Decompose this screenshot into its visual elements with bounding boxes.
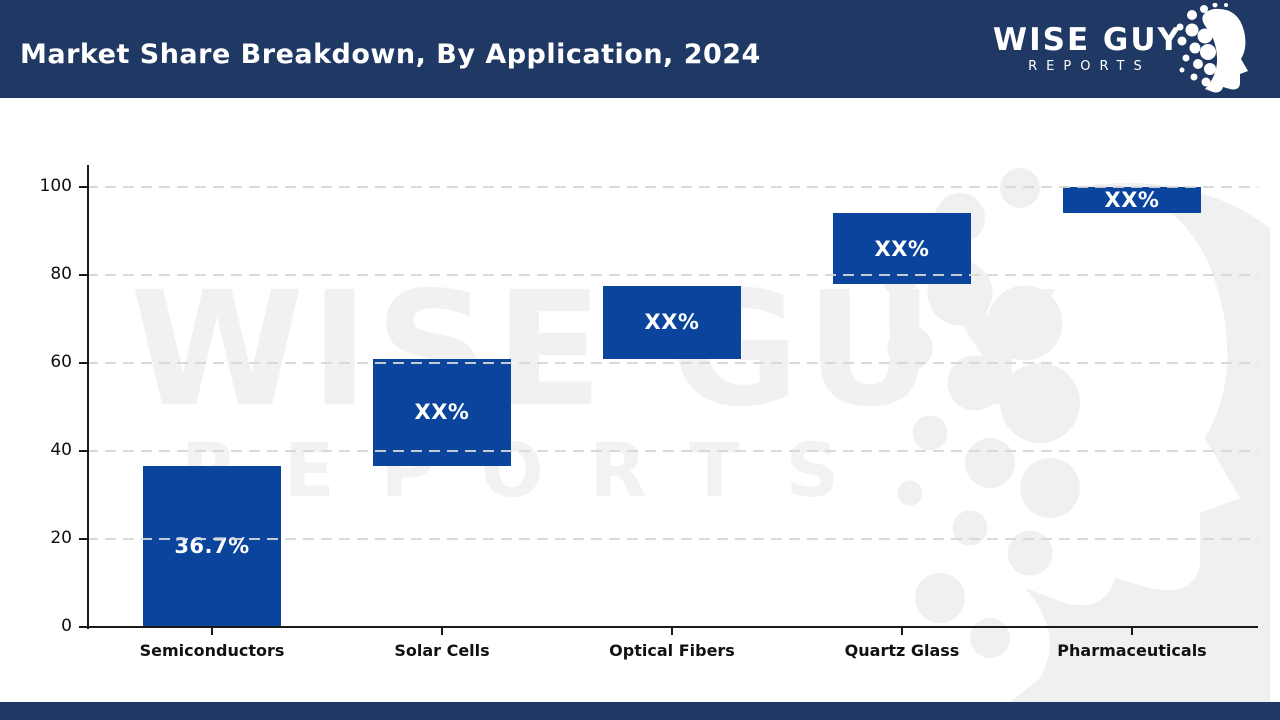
gridline-40 [87, 450, 1258, 452]
x-tick-4 [1131, 628, 1133, 635]
y-tick-60 [79, 362, 87, 364]
bar-solar-cells: XX% [373, 358, 511, 466]
y-tick-100 [79, 186, 87, 188]
x-tick-1 [441, 628, 443, 635]
x-tick-2 [671, 628, 673, 635]
header-bar: Market Share Breakdown, By Application, … [0, 0, 1280, 98]
y-tick-label-40: 40 [50, 440, 72, 460]
y-tick-40 [79, 450, 87, 452]
gridline-20 [87, 538, 1258, 540]
y-tick-0 [79, 626, 87, 628]
wise-guy-logo: WISE GUY REPORTS [993, 3, 1254, 95]
x-category-label: Optical Fibers [609, 641, 735, 660]
y-tick-20 [79, 538, 87, 540]
x-category-label: Solar Cells [394, 641, 490, 660]
logo-text: WISE GUY REPORTS [993, 24, 1182, 74]
y-tick-label-0: 0 [61, 616, 72, 636]
logo-wordmark: WISE GUY [992, 22, 1182, 59]
y-tick-label-80: 80 [50, 264, 72, 284]
bar-optical-fibers: XX% [603, 286, 741, 359]
x-axis-line [87, 626, 1258, 628]
bar-value-label: XX% [874, 236, 930, 261]
y-tick-label-60: 60 [50, 352, 72, 372]
bar-value-label: XX% [644, 310, 700, 335]
y-tick-80 [79, 274, 87, 276]
head-silhouette-icon [1176, 3, 1248, 93]
page-title: Market Share Breakdown, By Application, … [20, 38, 761, 70]
y-tick-label-100: 100 [39, 176, 72, 196]
bar-value-label: XX% [1104, 188, 1160, 213]
y-tick-label-20: 20 [50, 528, 72, 548]
y-axis-line [87, 165, 89, 629]
logo-subtext: REPORTS [1028, 58, 1151, 74]
x-category-label: Pharmaceuticals [1057, 641, 1207, 660]
footer-bar [0, 702, 1280, 720]
bar-semiconductors: 36.7% [143, 465, 281, 627]
gridline-100 [87, 186, 1258, 188]
x-category-label: Quartz Glass [844, 641, 960, 660]
gridline-80 [87, 274, 1258, 276]
x-tick-3 [901, 628, 903, 635]
bar-value-label: XX% [414, 400, 470, 425]
x-tick-0 [211, 628, 213, 635]
bar-pharmaceuticals: XX% [1063, 187, 1201, 214]
x-category-label: Semiconductors [139, 641, 285, 660]
gridline-60 [87, 362, 1258, 364]
